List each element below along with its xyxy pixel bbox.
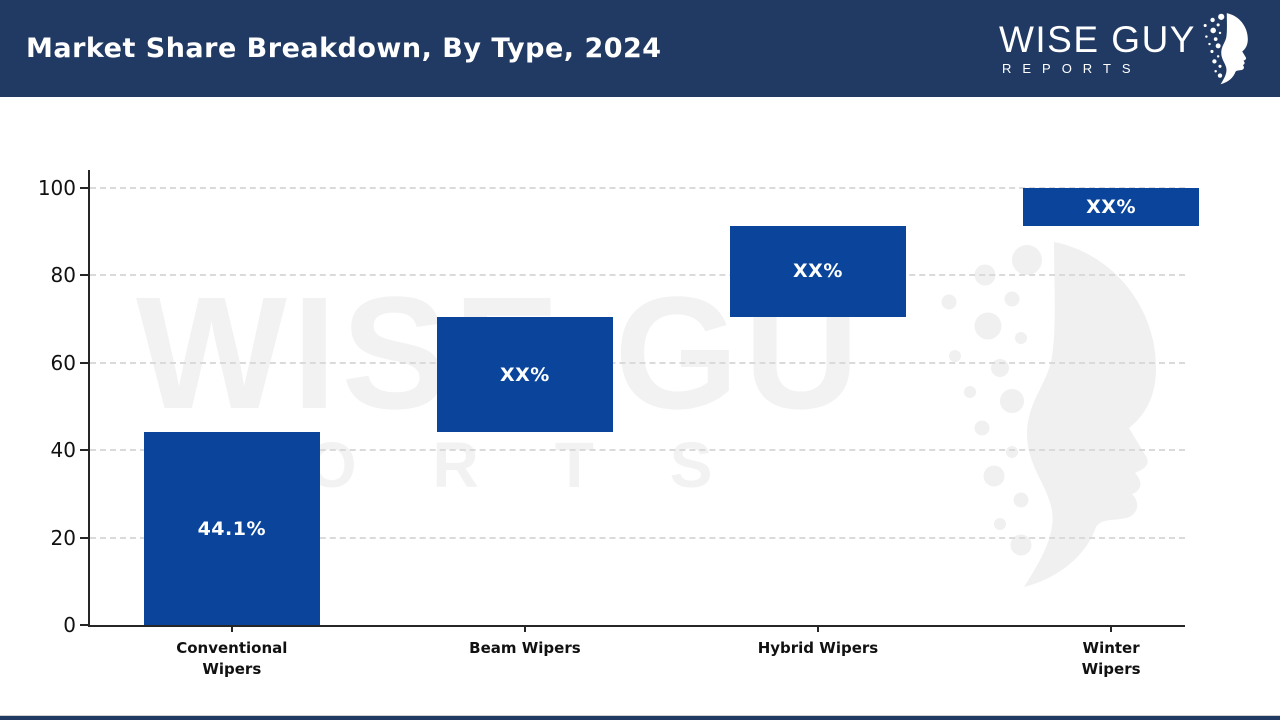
gridline-y-40 xyxy=(90,449,1185,451)
y-axis-tick xyxy=(80,186,88,189)
watermark-face-icon xyxy=(941,242,1156,587)
bar-value-label: XX% xyxy=(1086,195,1136,218)
y-tick-label: 100 xyxy=(37,175,76,200)
gridline-y-60 xyxy=(90,361,1185,364)
logo-text: WISE GUY REPORTS xyxy=(999,21,1196,76)
y-tick-label: 40 xyxy=(50,438,76,462)
bottom-divider xyxy=(0,715,1280,716)
waterfall-bar: XX% xyxy=(730,225,906,317)
bar-value-label: XX% xyxy=(499,363,550,386)
y-tick-label: 80 xyxy=(50,263,76,287)
chart-area: WISE GU PORTS 0 20 40 60 80 100 44.1% Conventio… xyxy=(0,97,1280,716)
y-axis-tick xyxy=(80,361,88,364)
wiseguy-logo: WISE GUY REPORTS xyxy=(999,10,1254,88)
waterfall-bar: XX% xyxy=(1023,187,1199,226)
waterfall-bar: XX% xyxy=(437,317,613,433)
x-axis-tick xyxy=(816,625,819,632)
gridline-y-20 xyxy=(90,536,1185,539)
y-tick-label: 0 xyxy=(63,613,76,637)
y-tick-label: 20 xyxy=(50,525,76,550)
page-title: Market Share Breakdown, By Type, 2024 xyxy=(26,33,662,64)
footer-bar xyxy=(0,716,1280,720)
y-tick-label: 60 xyxy=(50,350,76,375)
logo-subtext: REPORTS xyxy=(1001,61,1142,76)
x-category-label: Beam Wipers xyxy=(469,639,581,657)
x-axis-tick xyxy=(230,625,233,632)
logo-wordmark: WISE GUY xyxy=(998,19,1196,60)
y-axis-tick xyxy=(80,536,88,539)
header: Market Share Breakdown, By Type, 2024 WI… xyxy=(0,0,1280,97)
bar-value-label: 44.1% xyxy=(197,517,266,540)
y-axis-tick xyxy=(80,624,88,626)
plot-area: 0 20 40 60 80 100 44.1% Conventional Wipers XX% B… xyxy=(38,170,1199,678)
logo-face-icon xyxy=(1203,12,1248,84)
y-axis-tick xyxy=(80,274,88,276)
x-category-label: Hybrid Wipers xyxy=(757,639,879,657)
gridline-y-100 xyxy=(90,186,1185,189)
x-category-label: Conventional Wipers xyxy=(176,639,288,678)
waterfall-bar: 44.1% xyxy=(143,432,320,625)
x-category-label: Winter Wipers xyxy=(1081,639,1141,678)
x-axis-tick xyxy=(1110,625,1113,632)
y-axis-tick xyxy=(80,449,88,451)
bar-value-label: XX% xyxy=(793,260,843,283)
gridline-y-80 xyxy=(90,274,1185,276)
x-axis-tick xyxy=(523,625,526,632)
